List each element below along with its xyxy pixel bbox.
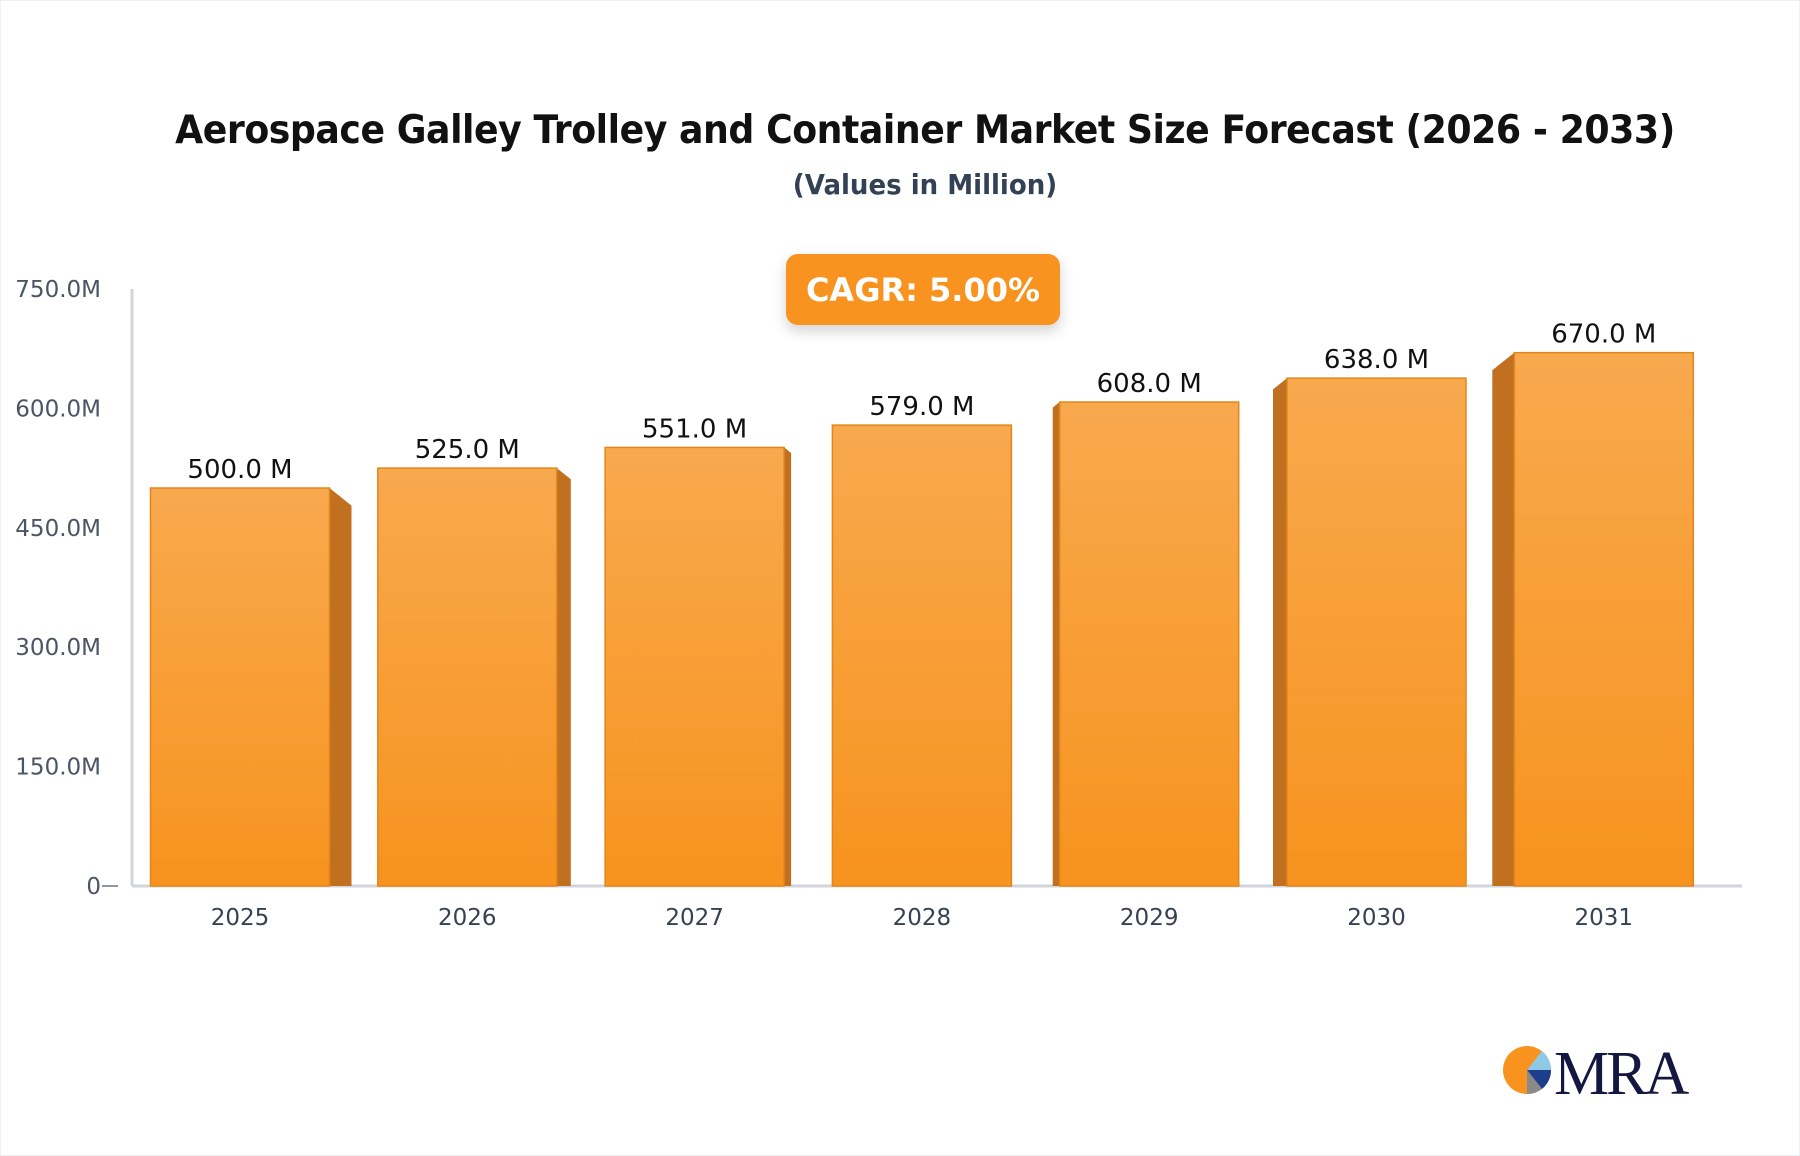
data-label: 551.0 M bbox=[642, 414, 747, 444]
cagr-badge: CAGR: 5.00% bbox=[786, 254, 1060, 325]
bar-side-face bbox=[329, 488, 352, 886]
bar-side-face bbox=[1492, 352, 1515, 886]
data-label: 638.0 M bbox=[1324, 345, 1429, 375]
bar-2027: 551.0 M 2027 bbox=[604, 414, 792, 931]
bar-front-face bbox=[831, 424, 1013, 887]
bar-side-face bbox=[556, 468, 571, 886]
data-label: 608.0 M bbox=[1097, 369, 1202, 399]
x-tick-label: 2025 bbox=[211, 905, 270, 931]
bar-2029: 608.0 M 2029 bbox=[1052, 369, 1240, 931]
y-tick-label: 450.0M bbox=[15, 516, 101, 542]
y-tick-label: 750.0M bbox=[15, 277, 101, 303]
bar-side-face bbox=[784, 447, 792, 886]
x-tick-label: 2029 bbox=[1120, 905, 1179, 931]
x-tick-label: 2026 bbox=[438, 905, 497, 931]
mra-logo: MRA bbox=[1503, 1040, 1692, 1105]
bar-front-face bbox=[1513, 351, 1695, 887]
y-tick-label: 300.0M bbox=[15, 635, 101, 661]
bar-2026: 525.0 M 2026 bbox=[377, 435, 571, 931]
bar-2028: 579.0 M 2028 bbox=[831, 392, 1013, 931]
x-tick-label: 2030 bbox=[1347, 905, 1406, 931]
bar-front-face bbox=[604, 446, 785, 887]
y-tick-label: 150.0M bbox=[15, 755, 101, 781]
bar-front-face bbox=[377, 467, 558, 887]
x-tick-label: 2027 bbox=[665, 905, 724, 931]
logo-text: MRA bbox=[1554, 1040, 1689, 1105]
bar-front-face bbox=[1058, 401, 1240, 887]
bar-front-face bbox=[149, 487, 331, 887]
x-tick-label: 2031 bbox=[1575, 905, 1634, 931]
bar-side-face bbox=[1052, 402, 1060, 886]
data-label: 500.0 M bbox=[187, 455, 292, 485]
bar-front-face bbox=[1286, 377, 1467, 887]
chart-title: Aerospace Galley Trolley and Container M… bbox=[175, 108, 1675, 153]
x-tick-label: 2028 bbox=[893, 905, 952, 931]
chart-subtitle: (Values in Million) bbox=[792, 168, 1058, 201]
y-tick-label: 0 bbox=[86, 874, 101, 900]
data-label: 670.0 M bbox=[1551, 320, 1656, 350]
data-label: 525.0 M bbox=[415, 435, 520, 465]
bar-2030: 638.0 M 2030 bbox=[1273, 345, 1467, 931]
bar-2025: 500.0 M 2025 bbox=[149, 455, 352, 931]
data-label: 579.0 M bbox=[869, 392, 974, 422]
y-tick-label: 600.0M bbox=[15, 396, 101, 422]
bar-2031: 670.0 M 2031 bbox=[1492, 320, 1695, 931]
logo-pie-icon bbox=[1503, 1046, 1552, 1095]
bar-side-face bbox=[1273, 378, 1287, 886]
